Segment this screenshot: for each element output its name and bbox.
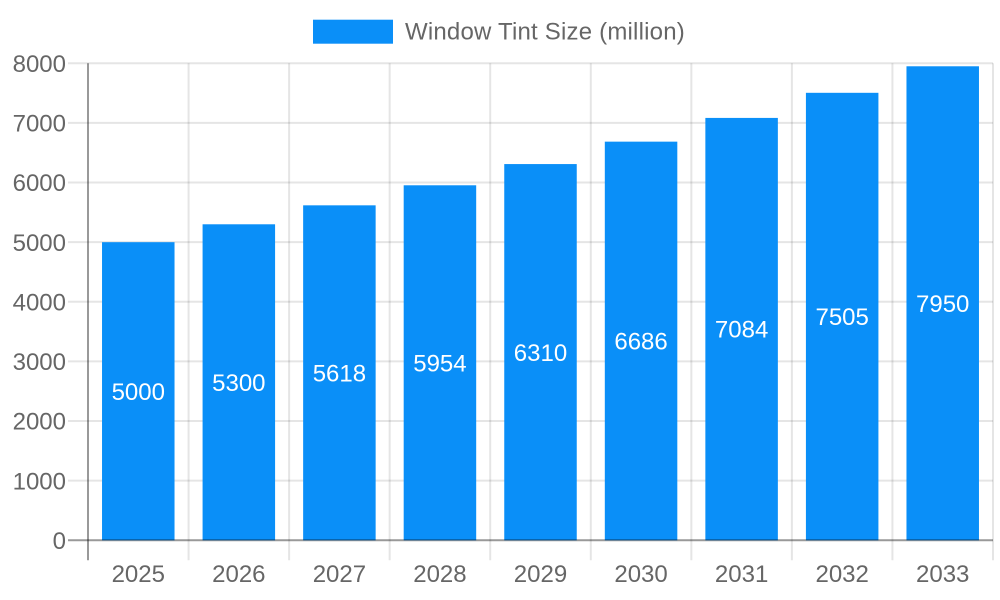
svg-text:Window Tint Size (million): Window Tint Size (million) [405,19,685,46]
svg-text:2026: 2026 [212,561,265,588]
svg-text:7505: 7505 [815,304,868,331]
svg-text:8000: 8000 [13,51,66,78]
svg-text:1000: 1000 [13,468,66,495]
svg-text:6000: 6000 [13,170,66,197]
svg-text:2029: 2029 [514,561,567,588]
svg-text:4000: 4000 [13,289,66,316]
svg-text:2027: 2027 [313,561,366,588]
svg-text:7000: 7000 [13,111,66,138]
svg-text:2031: 2031 [715,561,768,588]
svg-text:5954: 5954 [413,350,466,377]
svg-text:6310: 6310 [514,340,567,367]
svg-text:0: 0 [53,528,66,555]
svg-text:7950: 7950 [916,291,969,318]
svg-text:6686: 6686 [614,329,667,356]
svg-text:5000: 5000 [13,230,66,257]
svg-text:2000: 2000 [13,409,66,436]
svg-text:7084: 7084 [715,317,768,344]
svg-text:2030: 2030 [614,561,667,588]
svg-text:5618: 5618 [313,360,366,387]
svg-text:2025: 2025 [112,561,165,588]
svg-text:5000: 5000 [112,379,165,406]
svg-text:2032: 2032 [815,561,868,588]
svg-text:2033: 2033 [916,561,969,588]
svg-text:5300: 5300 [212,370,265,397]
svg-text:3000: 3000 [13,349,66,376]
svg-text:2028: 2028 [413,561,466,588]
